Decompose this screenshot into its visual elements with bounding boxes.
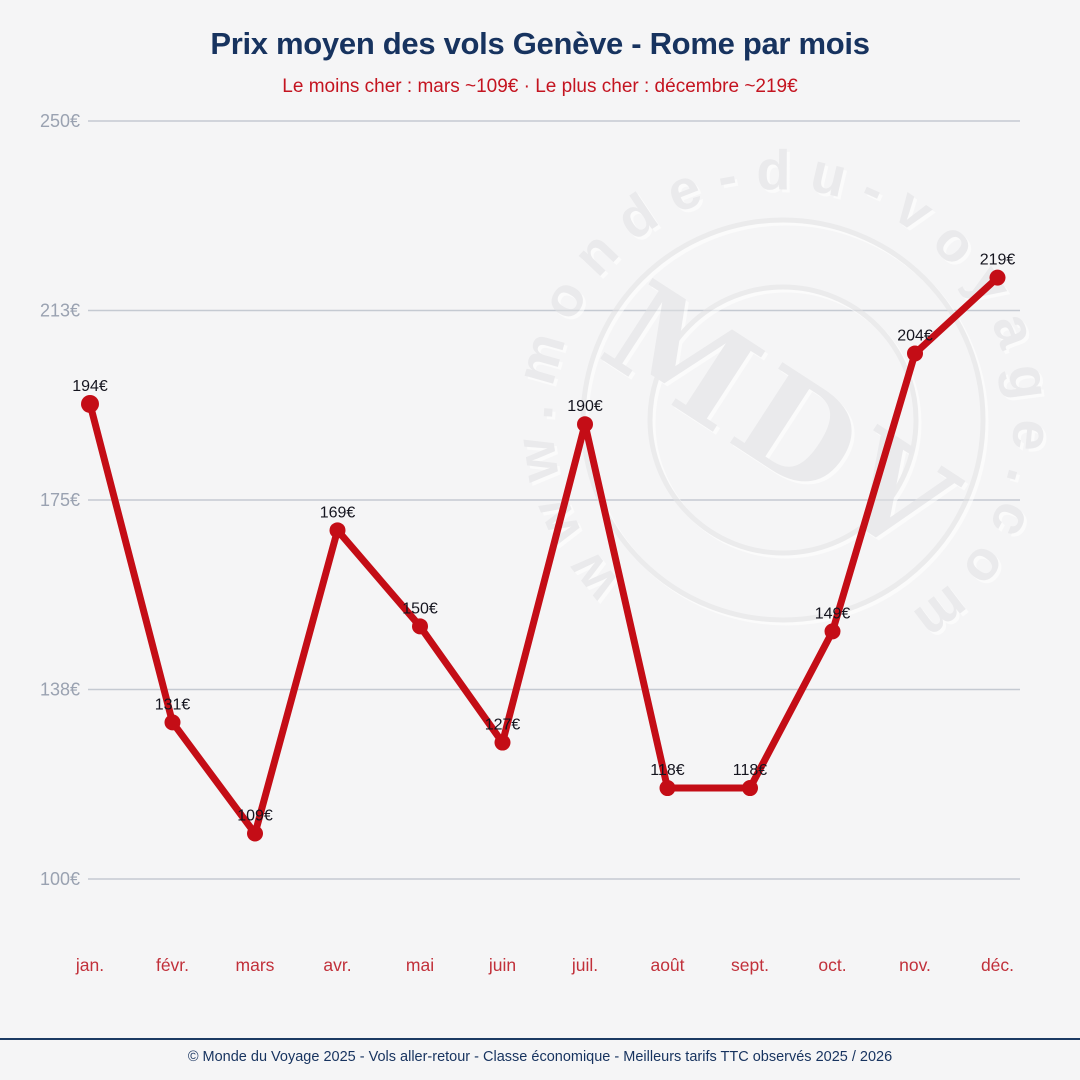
footer-divider [0,1038,1080,1040]
data-point-sept. [742,780,758,797]
month-label-jan.: jan. [75,955,104,975]
value-label: 169€ [320,504,356,521]
month-label-févr.: févr. [156,955,189,975]
data-point-févr. [164,714,181,731]
y-tick-label: 175€ [40,490,80,510]
data-point-jan. [81,394,99,413]
watermark-inner-circle [647,284,919,556]
value-label: 219€ [980,252,1016,269]
data-point-déc. [989,269,1006,286]
month-label-nov.: nov. [899,955,931,975]
value-label: 149€ [815,605,851,622]
month-label-juil.: juil. [571,955,598,975]
month-label-oct.: oct. [818,955,846,975]
value-label: 109€ [237,808,273,825]
month-labels: jan. févr. mars avr. mai juin juil. août sept. oc… [75,955,1014,975]
data-point-août [659,780,676,797]
y-tick-label: 213€ [40,301,80,321]
page-title: Prix moyen des vols Genève - Rome par mo… [210,26,870,61]
data-point-juin [494,734,511,751]
data-point-juil. [577,416,593,433]
month-label-mai: mai [406,955,434,975]
value-label: 118€ [650,762,685,779]
data-point-nov. [907,345,923,362]
value-label: 127€ [485,717,521,734]
value-label: 190€ [567,398,603,415]
watermark-center-text: MDV [578,252,985,592]
data-point-mars [247,825,263,842]
month-label-août: août [650,955,684,975]
value-label: 194€ [72,378,108,395]
value-label: 150€ [402,600,438,617]
y-tick-label: 100€ [40,869,80,889]
month-label-mars: mars [236,955,275,975]
month-label-sept.: sept. [731,955,769,975]
value-label: 131€ [155,696,191,713]
data-point-oct. [824,623,841,640]
month-label-juin: juin [488,955,516,975]
month-label-avr.: avr. [323,955,351,975]
value-labels: 194€ 131€ 109€ 169€ 150€ 127€ 190€ 118€ 118€ 149€… [72,252,1015,825]
value-label: 204€ [897,327,933,344]
y-tick-label: 250€ [40,111,80,131]
value-label: 118€ [733,762,768,779]
price-line [86,274,1001,838]
y-tick-label: 138€ [40,680,80,700]
grid-layer: 250€ 213€ 175€ 138€ 100€ [40,111,1020,889]
page-subtitle: Le moins cher : mars ~109€ · Le plus che… [282,76,798,97]
footer-attribution: © Monde du Voyage 2025 - Vols aller-reto… [187,1049,893,1065]
data-point-avr. [329,522,346,539]
month-label-déc.: déc. [981,955,1014,975]
data-point-mai [412,618,428,635]
series-layer [81,269,1006,842]
